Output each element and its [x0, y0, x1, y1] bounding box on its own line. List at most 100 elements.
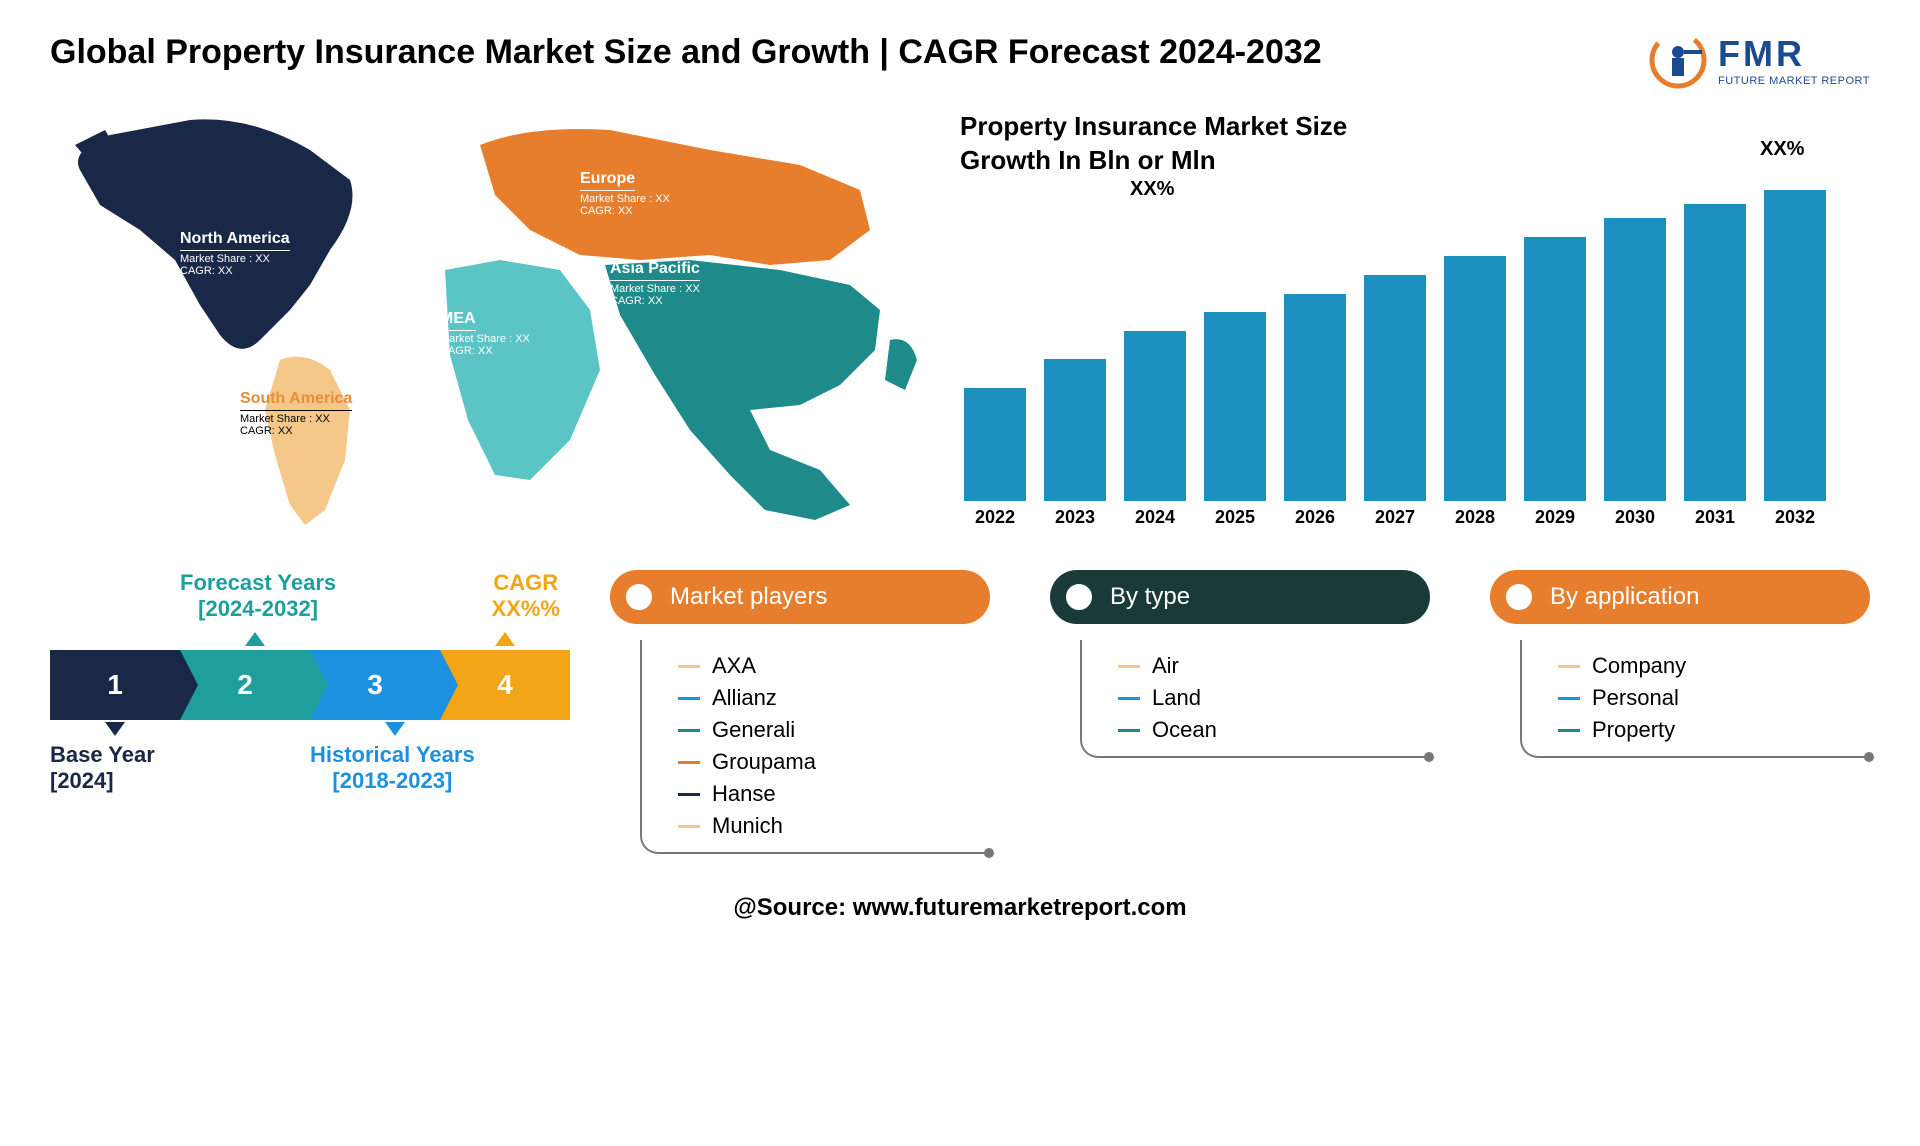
- region-europe: [480, 129, 870, 265]
- tick-icon: [1558, 729, 1580, 732]
- bar-year-label: 2026: [1295, 507, 1335, 528]
- tick-icon: [1558, 665, 1580, 668]
- category-header: By type: [1050, 570, 1430, 624]
- page-title: Global Property Insurance Market Size an…: [50, 30, 1322, 74]
- bar: [1684, 204, 1746, 500]
- list-item: AXA: [678, 650, 990, 682]
- item-label: Generali: [712, 717, 795, 743]
- chart-title: Property Insurance Market Size Growth In…: [960, 110, 1360, 178]
- region-label-europe: EuropeMarket Share : XXCAGR: XX: [580, 170, 670, 217]
- region-label-mea: MEAMarket Share : XXCAGR: XX: [440, 310, 530, 357]
- historical-arrow: [385, 722, 405, 736]
- tick-icon: [1118, 697, 1140, 700]
- bar-col-2031: 2031: [1680, 204, 1750, 527]
- tick-icon: [678, 793, 700, 796]
- tick-icon: [678, 761, 700, 764]
- logo-subtitle: FUTURE MARKET REPORT: [1718, 75, 1870, 87]
- historical-title: Historical Years: [310, 742, 475, 767]
- list-item: Company: [1558, 650, 1870, 682]
- bar-year-label: 2022: [975, 507, 1015, 528]
- item-label: Hanse: [712, 781, 776, 807]
- bar: [1604, 218, 1666, 500]
- category-by-application: By application Company Personal Property: [1490, 570, 1870, 854]
- item-label: Property: [1592, 717, 1675, 743]
- bar-year-label: 2024: [1135, 507, 1175, 528]
- bar-col-2026: 2026: [1280, 294, 1350, 528]
- bar: [1284, 294, 1346, 501]
- list-item: Hanse: [678, 778, 990, 810]
- region-label-asia-pacific: Asia PacificMarket Share : XXCAGR: XX: [610, 260, 700, 307]
- cagr-title: CAGR: [493, 570, 558, 595]
- base-label: Base Year [2024]: [50, 742, 155, 795]
- bar-year-label: 2029: [1535, 507, 1575, 528]
- forecast-title: Forecast Years: [180, 570, 336, 595]
- item-label: Air: [1152, 653, 1179, 679]
- source-attribution: @Source: www.futuremarketreport.com: [50, 894, 1870, 922]
- bar-col-2023: 2023: [1040, 359, 1110, 527]
- item-label: Munich: [712, 813, 783, 839]
- bar-year-label: 2032: [1775, 507, 1815, 528]
- tick-icon: [678, 697, 700, 700]
- timeline-segment-1: 1: [50, 650, 180, 720]
- category-by-type: By type Air Land Ocean: [1050, 570, 1430, 854]
- base-sub: [2024]: [50, 768, 155, 794]
- categories-container: Market players AXA Allianz Generali Groupama…: [610, 570, 1870, 854]
- bar-col-2029: 2029: [1520, 237, 1590, 528]
- logo-letters: FMR: [1718, 33, 1870, 75]
- category-header: By application: [1490, 570, 1870, 624]
- item-label: Ocean: [1152, 717, 1217, 743]
- list-item: Air: [1118, 650, 1430, 682]
- bar-col-2027: 2027: [1360, 275, 1430, 528]
- cagr-arrow: [495, 632, 515, 646]
- item-label: Groupama: [712, 749, 816, 775]
- list-item: Land: [1118, 682, 1430, 714]
- logo-icon: [1648, 30, 1708, 90]
- bar: [1444, 256, 1506, 501]
- item-label: Allianz: [712, 685, 777, 711]
- tick-icon: [1118, 665, 1140, 668]
- category-header: Market players: [610, 570, 990, 624]
- timeline-segment-2: 2: [180, 650, 310, 720]
- bar-col-2025: 2025: [1200, 312, 1270, 527]
- item-label: Personal: [1592, 685, 1679, 711]
- list-item: Allianz: [678, 682, 990, 714]
- bar-col-2032: 2032: [1760, 190, 1830, 528]
- item-label: Company: [1592, 653, 1686, 679]
- bar-year-label: 2027: [1375, 507, 1415, 528]
- fmr-logo: FMR FUTURE MARKET REPORT: [1648, 30, 1870, 90]
- historical-label: Historical Years [2018-2023]: [310, 742, 475, 795]
- historical-sub: [2018-2023]: [310, 768, 475, 794]
- forecast-sub: [2024-2032]: [180, 596, 336, 622]
- bar-chart: Property Insurance Market Size Growth In…: [960, 110, 1870, 530]
- tick-icon: [678, 665, 700, 668]
- tick-icon: [678, 825, 700, 828]
- cagr-label: CAGR XX%%: [492, 570, 560, 623]
- base-arrow: [105, 722, 125, 736]
- bar: [1764, 190, 1826, 501]
- list-item: Munich: [678, 810, 990, 842]
- bar-col-2028: 2028: [1440, 256, 1510, 528]
- timeline-segment-4: 4: [440, 650, 570, 720]
- list-item: Groupama: [678, 746, 990, 778]
- category-list: Air Land Ocean: [1080, 640, 1430, 758]
- timeline: Forecast Years [2024-2032] CAGR XX%% 123…: [50, 570, 570, 720]
- region-south-america: [265, 357, 350, 525]
- bar-annotation: XX%: [1760, 138, 1804, 161]
- bar-col-2030: 2030: [1600, 218, 1670, 527]
- region-label-north-america: North AmericaMarket Share : XXCAGR: XX: [180, 230, 290, 277]
- list-item: Property: [1558, 714, 1870, 746]
- list-item: Ocean: [1118, 714, 1430, 746]
- category-list: AXA Allianz Generali Groupama Hanse Munich: [640, 640, 990, 854]
- timeline-segment-3: 3: [310, 650, 440, 720]
- forecast-arrow: [245, 632, 265, 646]
- bar: [1524, 237, 1586, 501]
- world-map: North AmericaMarket Share : XXCAGR: XXSo…: [50, 110, 930, 530]
- tick-icon: [1118, 729, 1140, 732]
- bar-year-label: 2030: [1615, 507, 1655, 528]
- bar: [1364, 275, 1426, 501]
- bar-year-label: 2028: [1455, 507, 1495, 528]
- bar: [1124, 331, 1186, 500]
- header: Global Property Insurance Market Size an…: [50, 30, 1870, 90]
- item-label: AXA: [712, 653, 756, 679]
- bar-year-label: 2031: [1695, 507, 1735, 528]
